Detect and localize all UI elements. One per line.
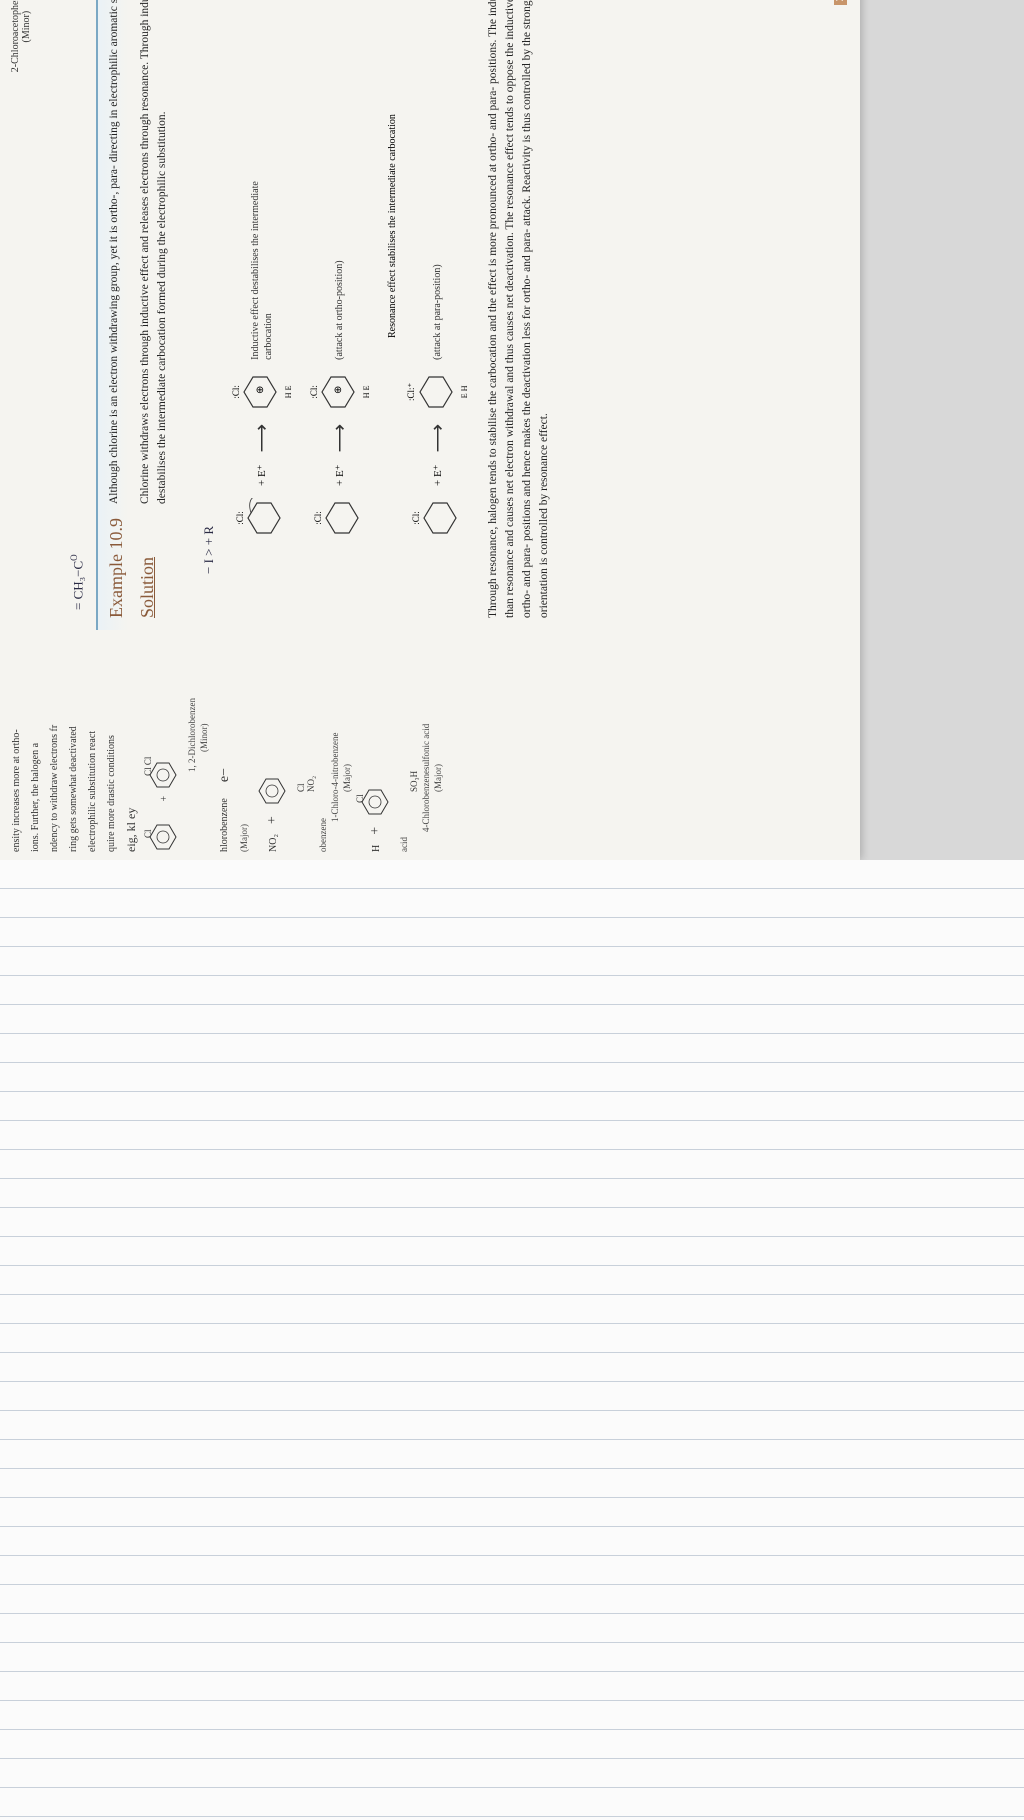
reaction-caption: (attack at para-position) bbox=[431, 264, 444, 360]
substituent: :Cl: bbox=[235, 498, 245, 538]
benzene-icon: ⊕ bbox=[241, 372, 284, 412]
plus: + bbox=[159, 796, 170, 802]
yield-label: (Major) bbox=[433, 648, 443, 792]
resonance-caption: Resonance effect stabilises the intermed… bbox=[387, 0, 398, 338]
substituent: :Cl:⁺ bbox=[406, 372, 417, 412]
reaction-schemes: :Cl: + E⁺ ⟶ :Cl: ⊕ H E Inducti bbox=[231, 0, 469, 538]
compound-name: 1-Chloro-4-nitrobenzene bbox=[330, 648, 340, 822]
handwriting: − I > + R bbox=[201, 0, 217, 574]
substituent: H E bbox=[362, 372, 371, 412]
benzene-icon bbox=[323, 498, 366, 538]
yield-label: (Minor) bbox=[199, 648, 209, 752]
benzene-icon bbox=[245, 498, 288, 538]
compound-name: hlorobenzene bbox=[219, 798, 230, 852]
example-label: Example 10.9 bbox=[106, 518, 127, 618]
benzene-icon bbox=[417, 372, 460, 412]
substituent: H bbox=[371, 845, 382, 852]
substituent: Cl bbox=[143, 829, 153, 838]
arrow-icon: ⟶ bbox=[249, 424, 274, 453]
substituent: H E bbox=[284, 372, 293, 412]
reaction-para: :Cl: + E⁺ ⟶ :Cl:⁺ E H (attack bbox=[406, 0, 469, 538]
substituent: Cl bbox=[355, 794, 365, 803]
electrophile: + E⁺ bbox=[255, 465, 268, 486]
substituent: NO₂ bbox=[268, 834, 279, 852]
fragment-line: ions. Further, the halogen a bbox=[29, 648, 42, 852]
substituent: :Cl: bbox=[309, 372, 319, 412]
solution-text: Chlorine withdraws electrons through ind… bbox=[137, 0, 170, 504]
reaction-caption: (attack at ortho-position) bbox=[333, 260, 346, 359]
product-row: 2-Chloroacetophenone (Minor) O CH₃ 4-Chl… bbox=[10, 0, 61, 630]
page-footer: 315 Haloalkanes and Haloarenes bbox=[835, 0, 846, 5]
reaction-ortho: :Cl: + E⁺ ⟶ :Cl: ⊕ H E (attack bbox=[309, 0, 371, 538]
solution-row: Solution Chlorine withdraws electrons th… bbox=[137, 0, 216, 618]
benzene-icon: ⊕ bbox=[319, 372, 362, 412]
reaction-1: Cl + Cl Cl 1, 2-Dichlorobenzen (Minor) bbox=[148, 648, 209, 852]
plus: + bbox=[368, 827, 384, 835]
substituent: :Cl: bbox=[411, 498, 421, 538]
yield-label: (Major) bbox=[342, 648, 352, 792]
fragment-line: ring gets somewhat deactivated bbox=[67, 648, 80, 852]
yield-label: (Minor) bbox=[21, 0, 32, 72]
example-question: Although chlorine is an electron withdra… bbox=[106, 0, 127, 504]
electrophile: + E⁺ bbox=[431, 465, 444, 486]
product-minor: 2-Chloroacetophenone (Minor) bbox=[10, 0, 61, 72]
acid-label: acid bbox=[399, 648, 409, 852]
compound-fragment: obenzene bbox=[318, 648, 328, 852]
electrophile: + E⁺ bbox=[333, 465, 346, 486]
example-question-row: Example 10.9 Although chlorine is an ele… bbox=[106, 0, 127, 618]
svg-text:⊕: ⊕ bbox=[255, 385, 266, 393]
substituent: SO₃H bbox=[409, 648, 419, 792]
benzene-icon bbox=[421, 498, 464, 538]
yield-label: (Major) bbox=[239, 648, 249, 852]
fragment-line: electrophilic substitution react bbox=[86, 648, 99, 852]
fragment-line: quire more drastic conditions bbox=[105, 648, 118, 852]
compound-name: 4-Chlorobenzenesulfonic acid bbox=[421, 648, 431, 832]
compound-name: 1, 2-Dichlorobenzen bbox=[187, 648, 197, 772]
compound-name: 2-Chloroacetophenone bbox=[10, 0, 21, 72]
reaction-3: NO₂ + Cl NO₂ obenzene 1-Chloro-4-nitrobe… bbox=[257, 648, 352, 852]
arrow-icon: ⟶ bbox=[425, 424, 450, 453]
arrow-icon: ⟶ bbox=[327, 424, 352, 453]
handwriting: e− bbox=[217, 768, 233, 782]
substituent: Cl Cl bbox=[143, 757, 153, 776]
right-column: 2-Chloroacetophenone (Minor) O CH₃ 4-Chl… bbox=[0, 0, 860, 640]
svg-text:⊕: ⊕ bbox=[333, 385, 344, 393]
fragment-line: ndency to withdraw electrons fr bbox=[48, 648, 61, 852]
fragment-line: ensity increases more at ortho- bbox=[10, 648, 23, 852]
substituent: E H bbox=[460, 372, 469, 412]
benzene-icon bbox=[257, 776, 290, 806]
handwriting: = CH₃−CO bbox=[69, 0, 86, 610]
reaction-4: H + Cl acid SO₃H 4-Chlorobenzenesulfonic… bbox=[360, 648, 443, 852]
notebook-lines bbox=[0, 860, 1024, 1820]
substituent: :Cl: bbox=[231, 372, 241, 412]
substituent: NO₂ bbox=[306, 648, 316, 792]
plus: + bbox=[265, 816, 281, 824]
reaction-caption: Inductive effect destabilises the interm… bbox=[249, 180, 275, 360]
reaction-2: hlorobenzene e− (Major) bbox=[217, 648, 249, 852]
page-number: 315 bbox=[834, 0, 847, 5]
example-box: Example 10.9 Although chlorine is an ele… bbox=[96, 0, 569, 630]
reaction-inductive: :Cl: + E⁺ ⟶ :Cl: ⊕ H E Inducti bbox=[231, 0, 293, 538]
handwriting: eig, kl ey bbox=[124, 648, 140, 852]
textbook-page: ensity increases more at ortho- ions. Fu… bbox=[0, 0, 860, 860]
substituent: :Cl: bbox=[313, 498, 323, 538]
left-column: ensity increases more at ortho- ions. Fu… bbox=[0, 640, 860, 860]
explanation-text: Through resonance, halogen tends to stab… bbox=[485, 0, 554, 618]
substituent: Cl bbox=[296, 648, 306, 792]
